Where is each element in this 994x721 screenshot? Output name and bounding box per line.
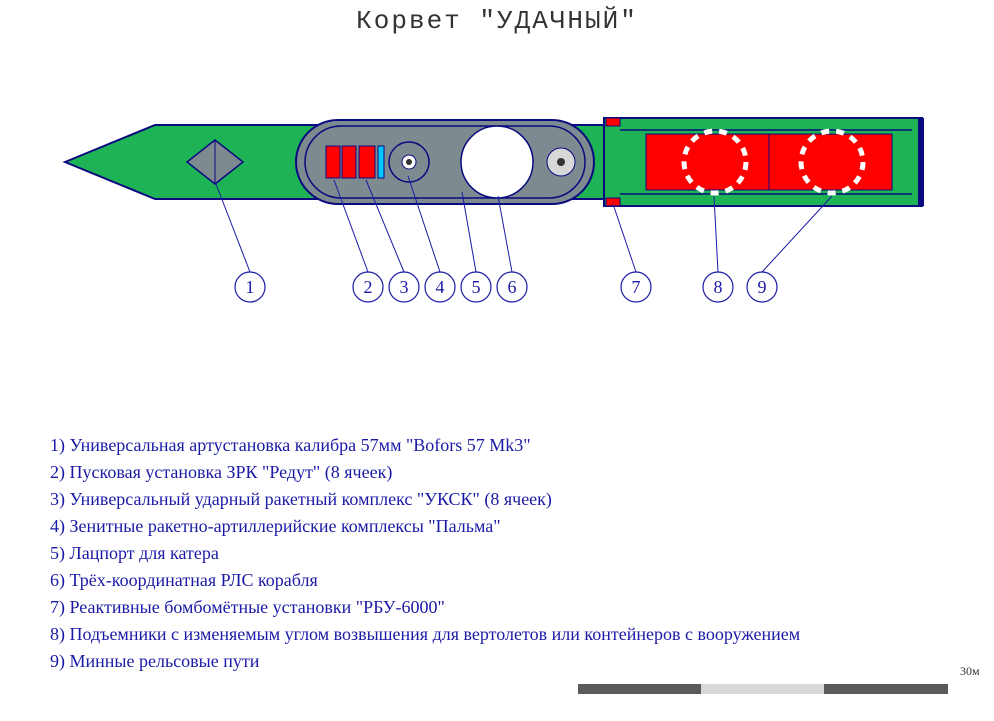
legend-list: 1) Универсальная артустановка калибра 57… — [50, 432, 800, 675]
callout-line — [613, 204, 636, 272]
vls-cell — [342, 146, 356, 178]
legend-item: 3) Универсальный ударный ракетный компле… — [50, 486, 800, 513]
callout-number: 4 — [436, 277, 445, 297]
callout-number: 7 — [632, 277, 641, 297]
legend-item: 2) Пусковая установка ЗРК "Редут" (8 яче… — [50, 459, 800, 486]
legend-item: 5) Лацпорт для катера — [50, 540, 800, 567]
callout-line — [714, 196, 718, 272]
aft-turret-dot — [557, 158, 565, 166]
legend-item: 8) Подъемники с изменяемым углом возвыше… — [50, 621, 800, 648]
callout-number: 6 — [508, 277, 517, 297]
callout-number: 3 — [400, 277, 409, 297]
scale-bar — [578, 684, 948, 694]
vls-cell — [326, 146, 340, 178]
legend-item: 7) Реактивные бомбомётные установки "РБУ… — [50, 594, 800, 621]
uksk-block — [359, 146, 375, 178]
callout-line — [762, 196, 832, 272]
callout-number: 2 — [364, 277, 373, 297]
scale-label: 30м — [960, 664, 980, 679]
callout-number: 5 — [472, 277, 481, 297]
legend-item: 9) Минные рельсовые пути — [50, 648, 800, 675]
scale-segment — [578, 684, 701, 694]
ship-diagram: 1 2 3 4 5 6 7 8 9 — [0, 0, 994, 420]
legend-item: 1) Универсальная артустановка калибра 57… — [50, 432, 800, 459]
scale-segment — [701, 684, 824, 694]
cyan-module — [378, 146, 384, 178]
callout-number: 8 — [714, 277, 723, 297]
radar-dome — [461, 126, 533, 198]
stern-cap — [918, 118, 924, 206]
legend-item: 6) Трёх-координатная РЛС корабля — [50, 567, 800, 594]
rbu-launcher — [606, 118, 620, 126]
scale-segment — [824, 684, 948, 694]
callout-number: 9 — [758, 277, 767, 297]
palma-dot — [406, 159, 412, 165]
callout-line — [498, 196, 512, 272]
callout-number: 1 — [246, 277, 255, 297]
legend-item: 4) Зенитные ракетно-артиллерийские компл… — [50, 513, 800, 540]
